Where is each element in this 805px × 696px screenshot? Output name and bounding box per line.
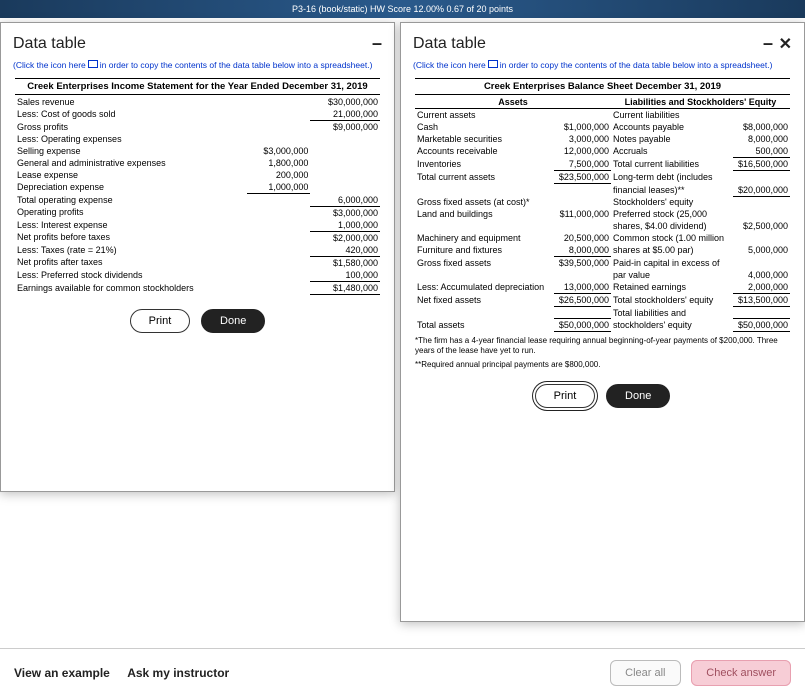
print-button[interactable]: Print [130, 309, 191, 333]
ask-instructor-link[interactable]: Ask my instructor [127, 666, 229, 680]
close-icon[interactable]: ✕ [779, 36, 792, 53]
modal-title: Data table [13, 35, 86, 53]
copy-hint: (Click the icon herein order to copy the… [401, 60, 804, 78]
clear-all-button[interactable]: Clear all [610, 660, 680, 686]
income-statement-title: Creek Enterprises Income Statement for t… [15, 78, 380, 95]
copy-hint: (Click the icon herein order to copy the… [1, 60, 394, 78]
minimize-icon[interactable]: – [763, 33, 773, 53]
income-statement-table: Sales revenue$30,000,000 Less: Cost of g… [15, 96, 380, 295]
view-example-link[interactable]: View an example [14, 666, 110, 680]
modal-title: Data table [413, 35, 486, 53]
minimize-icon[interactable]: – [372, 33, 382, 54]
balance-sheet-modal: Data table – ✕ (Click the icon herein or… [400, 22, 805, 622]
done-button[interactable]: Done [201, 309, 265, 333]
copy-icon[interactable] [88, 60, 98, 68]
income-statement-modal: Data table – (Click the icon herein orde… [0, 22, 395, 492]
page-footer: View an example Ask my instructor Clear … [0, 648, 805, 696]
page-top-bar: P3-16 (book/static) HW Score 12.00% 0.67… [0, 0, 805, 18]
check-answer-button[interactable]: Check answer [691, 660, 791, 686]
footnote-1: *The firm has a 4-year financial lease r… [415, 332, 790, 356]
balance-sheet-title: Creek Enterprises Balance Sheet December… [415, 78, 790, 95]
copy-icon[interactable] [488, 60, 498, 68]
footnote-2: **Required annual principal payments are… [415, 356, 790, 370]
done-button[interactable]: Done [606, 384, 670, 408]
balance-sheet-table: AssetsLiabilities and Stockholders' Equi… [415, 96, 790, 332]
print-button[interactable]: Print [535, 384, 596, 408]
